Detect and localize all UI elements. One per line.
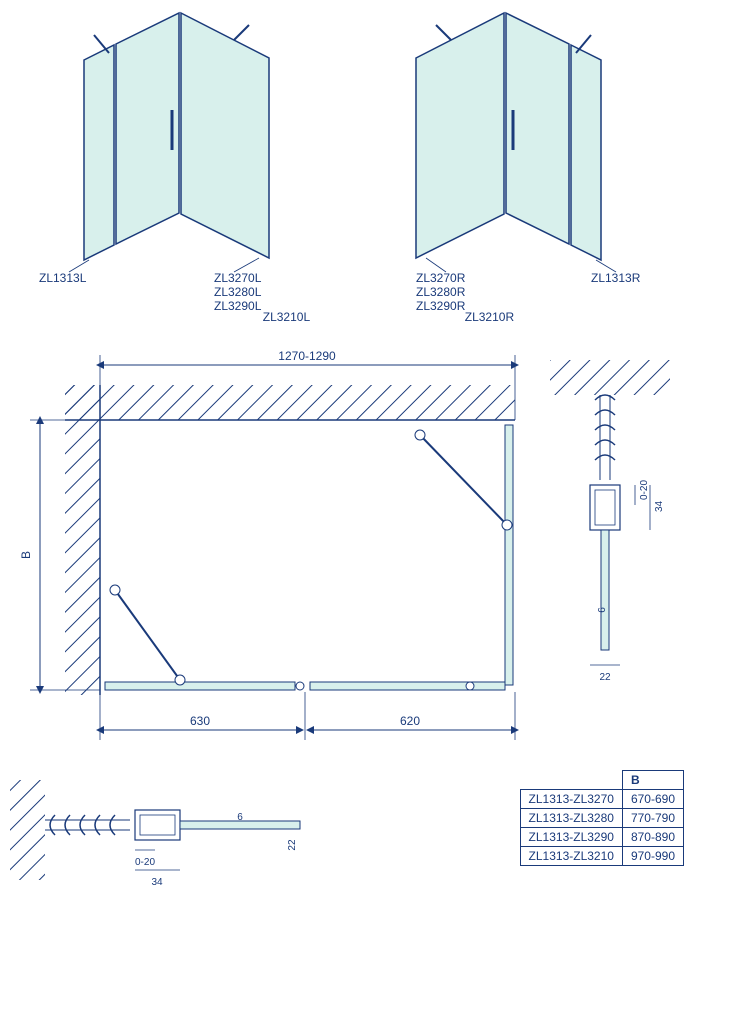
- table-row: ZL1313-ZL3280 770-790: [520, 809, 683, 828]
- iso-left-right-label-3: ZL3210L: [263, 310, 310, 324]
- dimension-table: B ZL1313-ZL3270 670-690 ZL1313-ZL3280 77…: [520, 770, 684, 866]
- detail-bottom-0-20: 0-20: [135, 857, 155, 868]
- plan-left-dim: B: [19, 551, 33, 559]
- iso-right-left-label-3: ZL3210R: [465, 310, 514, 324]
- detail-right: 0-20 34 6 22: [540, 330, 710, 760]
- table-row: ZL1313-ZL3210 970-990: [520, 847, 683, 866]
- iso-right: ZL3270R ZL3280R ZL3290R ZL1313R: [391, 10, 651, 310]
- detail-right-6: 6: [597, 607, 608, 613]
- plan-row: 1270-1290 B 630 620 0-20: [10, 330, 724, 760]
- plan-bottom-left-dim: 630: [190, 714, 210, 728]
- isometric-views: ZL1313L ZL3270L ZL3280L ZL3290L ZL3210L …: [10, 10, 724, 310]
- detail-bottom-22: 22: [287, 839, 298, 851]
- iso-left-left-label: ZL1313L: [39, 271, 87, 285]
- iso-left-right-label-1: ZL3280L: [214, 285, 262, 299]
- table-row: ZL1313-ZL3270 670-690: [520, 790, 683, 809]
- plan-top-dim: 1270-1290: [278, 349, 336, 363]
- detail-bottom-34: 34: [151, 877, 163, 888]
- plan-view: 1270-1290 B 630 620: [10, 330, 540, 760]
- detail-bottom-6: 6: [237, 812, 243, 823]
- table-header-b: B: [622, 771, 683, 790]
- iso-left-right-label-2: ZL3290L: [214, 299, 262, 310]
- iso-right-right-label: ZL1313R: [591, 271, 641, 285]
- bottom-row: 6 22 0-20 34 B ZL1313-ZL3270 670-690 ZL1…: [10, 770, 724, 900]
- iso-right-left-label-2: ZL3290R: [416, 299, 466, 310]
- detail-right-34: 34: [654, 500, 665, 512]
- iso-right-left-label-0: ZL3270R: [416, 271, 466, 285]
- iso-left: ZL1313L ZL3270L ZL3280L ZL3290L: [34, 10, 294, 310]
- detail-right-22: 22: [599, 672, 611, 683]
- table-row: ZL1313-ZL3290 870-890: [520, 828, 683, 847]
- iso-left-right-label-0: ZL3270L: [214, 271, 262, 285]
- plan-bottom-right-dim: 620: [400, 714, 420, 728]
- detail-right-0-20: 0-20: [639, 480, 650, 500]
- detail-bottom: 6 22 0-20 34: [10, 770, 310, 900]
- iso-right-left-label-1: ZL3280R: [416, 285, 466, 299]
